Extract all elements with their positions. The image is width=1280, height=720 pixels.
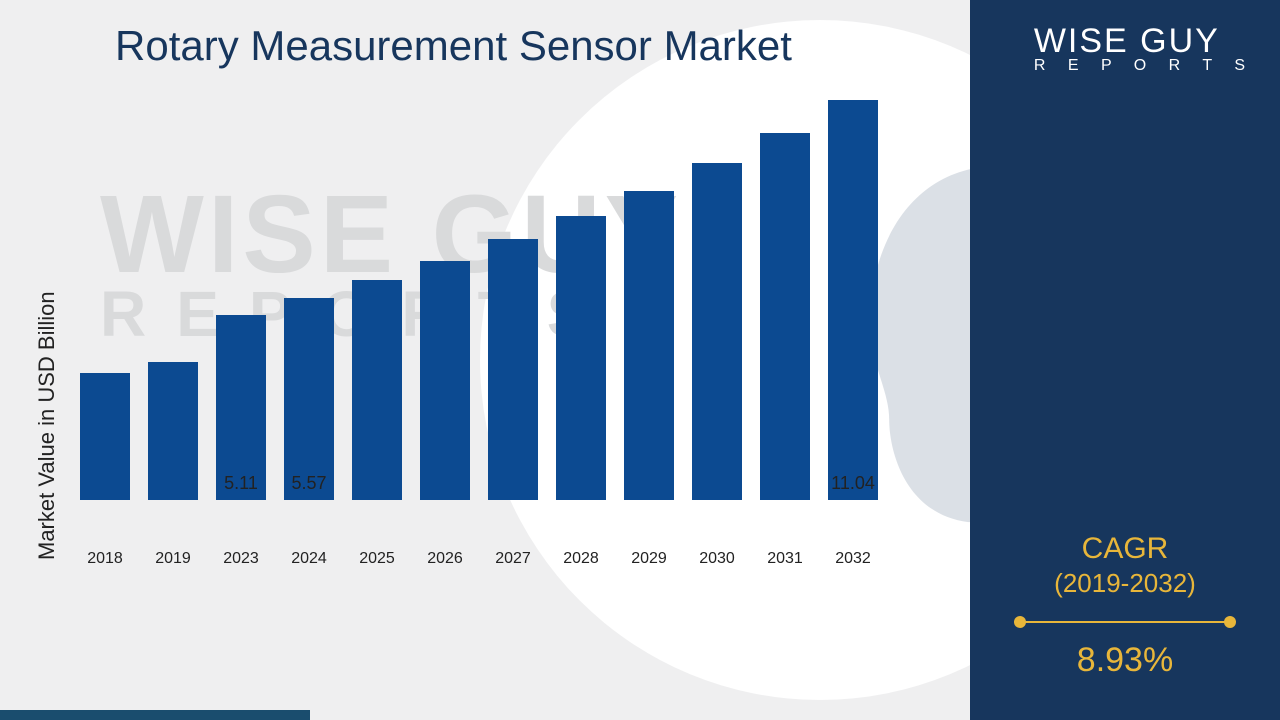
bar	[420, 261, 470, 500]
cagr-label: CAGR	[970, 532, 1280, 566]
x-tick-label: 2018	[80, 550, 130, 568]
bar-chart: 5.11 5.57 11.04 2018 2019 2023 2024 2025 2026 20…	[80, 150, 910, 600]
x-tick-label: 2030	[692, 550, 742, 568]
bar	[692, 163, 742, 500]
bar-value-label: 5.57	[284, 473, 334, 500]
cagr-block: CAGR (2019-2032) 8.93%	[970, 532, 1280, 680]
bar	[556, 216, 606, 500]
bar-value-label: 11.04	[828, 473, 878, 500]
x-tick-label: 2031	[760, 550, 810, 568]
cagr-value: 8.93%	[970, 641, 1280, 680]
x-tick-label: 2023	[216, 550, 266, 568]
brand-logo: WISE GUY R E P O R T S	[1034, 22, 1254, 75]
logo-line2: R E P O R T S	[1034, 57, 1254, 75]
x-tick-label: 2032	[828, 550, 878, 568]
x-tick-label: 2019	[148, 550, 198, 568]
bar	[352, 280, 402, 500]
x-tick-label: 2029	[624, 550, 674, 568]
bottom-strip	[0, 710, 310, 720]
bar	[284, 298, 334, 500]
x-tick-label: 2028	[556, 550, 606, 568]
bar	[624, 191, 674, 500]
x-tick-label: 2024	[284, 550, 334, 568]
bar	[80, 373, 130, 500]
x-tick-label: 2025	[352, 550, 402, 568]
bar	[488, 239, 538, 500]
bar	[148, 362, 198, 500]
y-axis-label: Market Value in USD Billion	[34, 291, 60, 560]
cagr-period: (2019-2032)	[970, 568, 1280, 599]
x-tick-label: 2027	[488, 550, 538, 568]
bar	[828, 100, 878, 500]
chart-canvas: WISE GUY REPORTS Rotary Measurement Sens…	[0, 0, 1280, 720]
bar	[760, 133, 810, 500]
bar-value-label: 5.11	[216, 473, 266, 500]
plot-area: 5.11 5.57 11.04	[80, 150, 910, 550]
cagr-divider	[1020, 621, 1230, 623]
logo-line1: WISE GUY	[1034, 22, 1254, 61]
chart-title: Rotary Measurement Sensor Market	[115, 22, 792, 70]
x-tick-label: 2026	[420, 550, 470, 568]
